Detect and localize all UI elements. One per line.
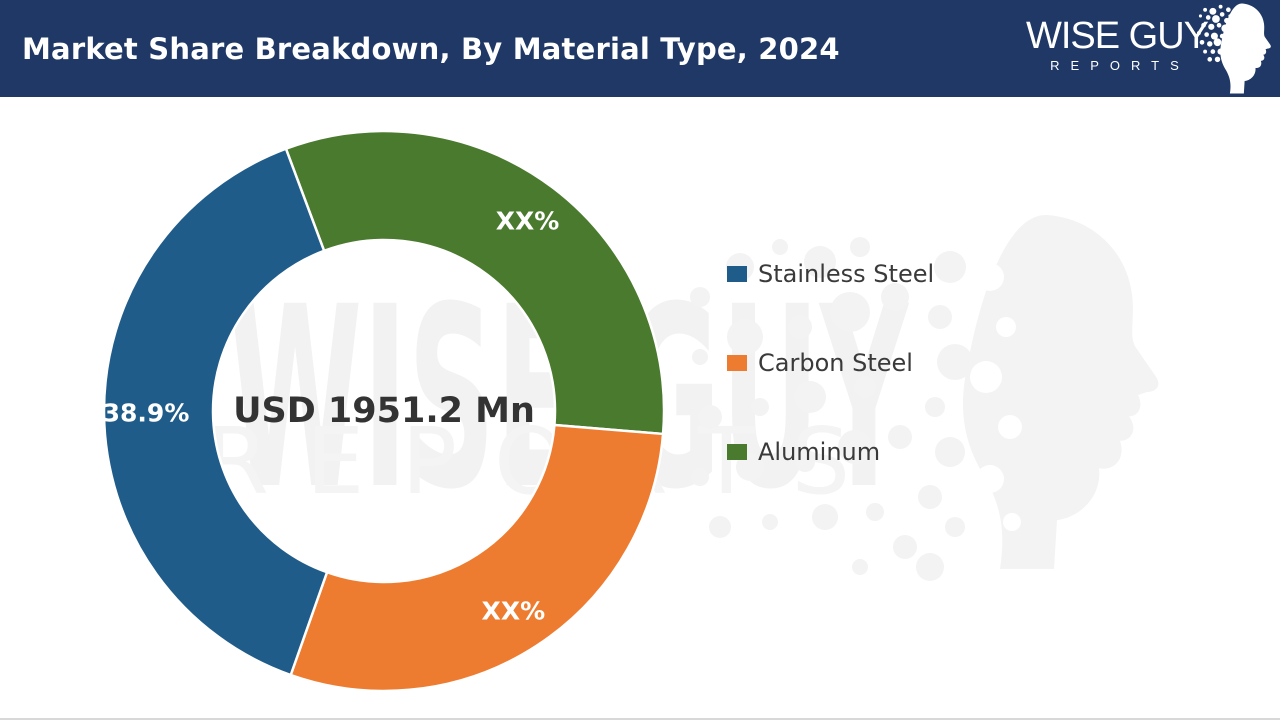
chart-center-value: USD 1951.2 Mn xyxy=(233,391,535,431)
logo-subtitle-text: REPORTS xyxy=(1050,58,1190,73)
legend-swatch-stainless-steel xyxy=(727,265,747,282)
legend-swatch-aluminum xyxy=(727,443,747,460)
legend-label: Stainless Steel xyxy=(758,259,935,288)
slice-label-carbon-steel: XX% xyxy=(481,596,546,626)
donut-slice-aluminum xyxy=(284,129,666,436)
donut-chart xyxy=(102,129,666,693)
logo-wordmark: WISE GUY REPORTS xyxy=(1025,15,1209,73)
wiseguy-logo: WISE GUY REPORTS xyxy=(1000,2,1271,95)
bottom-divider xyxy=(0,718,1280,720)
legend-item-carbon-steel: Carbon Steel xyxy=(727,348,934,377)
logo-head-icon xyxy=(1196,3,1271,94)
header-bar: Market Share Breakdown, By Material Type… xyxy=(0,0,1280,97)
page-title: Market Share Breakdown, By Material Type… xyxy=(22,31,840,66)
head-silhouette-watermark xyxy=(962,215,1159,569)
slice-label-stainless-steel: 38.9% xyxy=(102,398,190,428)
legend-swatch-carbon-steel xyxy=(727,354,747,371)
donut-slice-carbon-steel xyxy=(289,423,665,693)
logo-face-silhouette xyxy=(1220,3,1271,94)
legend-label: Carbon Steel xyxy=(758,348,913,377)
chart-area: WISE GUY REPORTS xyxy=(0,97,1280,718)
logo-name-text: WISE GUY xyxy=(1025,15,1209,57)
chart-legend: Stainless Steel Carbon Steel Aluminum xyxy=(727,259,935,466)
legend-item-stainless-steel: Stainless Steel xyxy=(727,259,935,288)
legend-label: Aluminum xyxy=(758,437,881,466)
donut-slice-stainless-steel xyxy=(102,147,329,677)
legend-item-aluminum: Aluminum xyxy=(727,437,934,466)
slice-label-aluminum: XX% xyxy=(495,206,560,236)
watermark-head-gaps xyxy=(970,263,1022,531)
